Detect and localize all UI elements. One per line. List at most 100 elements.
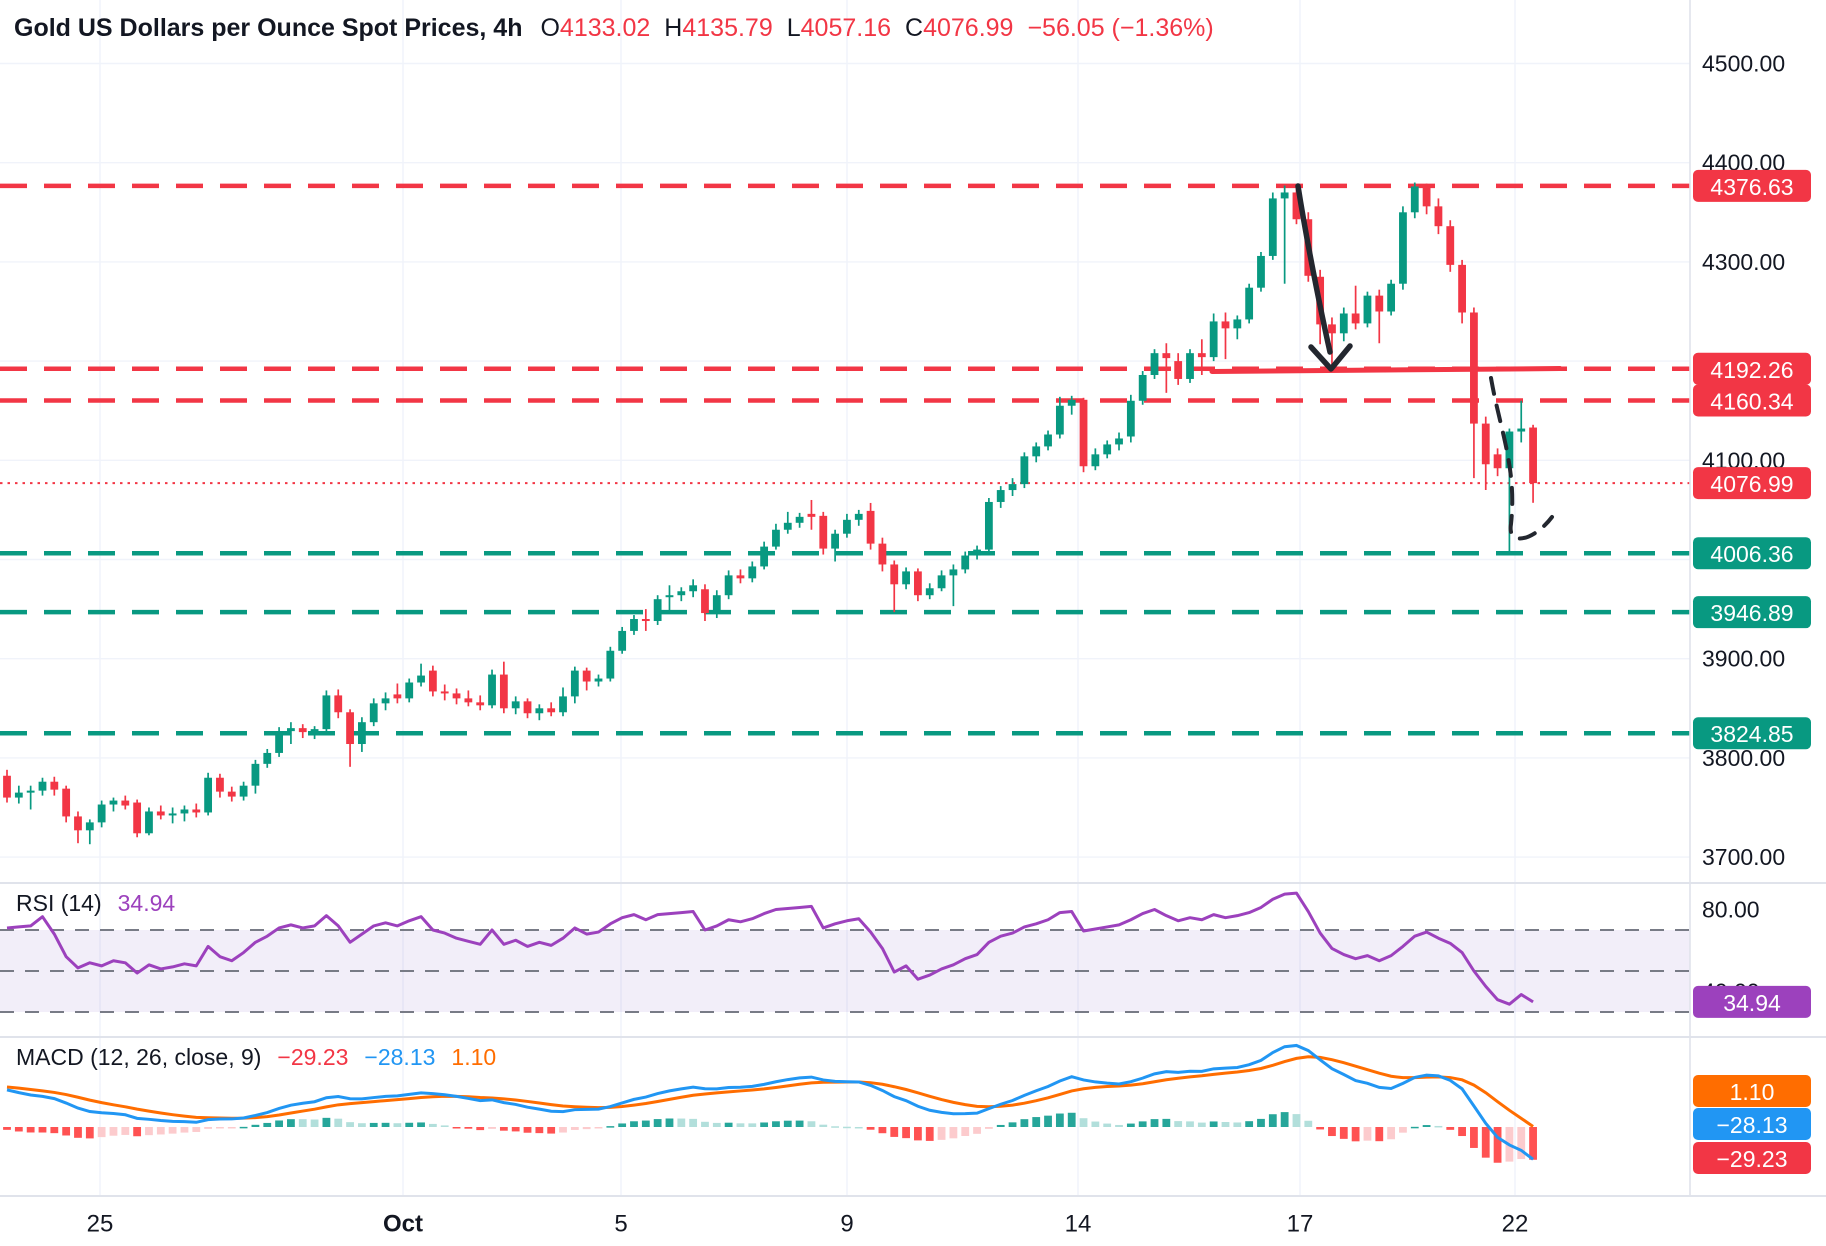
candle-body	[1328, 324, 1336, 334]
candle-body	[275, 731, 283, 753]
macd-histogram-bar	[1008, 1122, 1017, 1127]
macd-histogram-bar	[1493, 1127, 1502, 1163]
macd-histogram-bar	[1422, 1125, 1431, 1127]
candle-body	[1399, 212, 1407, 284]
candle-body	[689, 585, 698, 592]
macd-histogram-bar	[1245, 1121, 1254, 1127]
candle-body	[109, 800, 118, 805]
candle-body	[180, 809, 189, 814]
macd-histogram-bar	[3, 1127, 11, 1130]
macd-histogram-bar	[712, 1122, 721, 1127]
macd-histogram-bar	[1221, 1122, 1230, 1127]
macd-histogram-bar	[1399, 1127, 1407, 1133]
candle-body	[1079, 399, 1088, 467]
candle-body	[405, 682, 414, 699]
candle-body	[511, 701, 520, 709]
price-level-badge	[1693, 537, 1811, 570]
time-axis[interactable]: 25 Oct 5 9 14 17 22	[87, 1211, 1529, 1238]
macd-histogram-bar	[1020, 1119, 1029, 1127]
candle-body	[1138, 374, 1147, 401]
macd-histogram-bar	[760, 1122, 769, 1127]
close-value: 4076.99	[923, 14, 1014, 42]
price-level-badge-text: 3946.89	[1710, 600, 1793, 626]
macd-signal-line	[6, 1055, 1534, 1128]
macd-histogram-bar	[606, 1126, 615, 1128]
macd-histogram-bar	[653, 1119, 662, 1127]
macd-histogram-bar	[168, 1127, 177, 1134]
price-level-badge	[1693, 717, 1811, 750]
macd-histogram-bar	[1481, 1127, 1490, 1158]
candle-body	[1339, 313, 1348, 334]
candle-body	[914, 571, 922, 596]
change-value: −56.05 (−1.36%)	[1027, 14, 1214, 42]
macd-histogram-bar	[156, 1127, 165, 1135]
candle-body	[1032, 446, 1041, 457]
candle-body	[523, 701, 532, 714]
candle-body	[1458, 264, 1466, 313]
macd-histogram-bar	[535, 1127, 544, 1134]
price-level-badge-text: 4192.26	[1710, 357, 1793, 383]
candle-body	[1044, 434, 1052, 447]
macd-histogram-bar	[405, 1122, 414, 1127]
candle-body	[227, 791, 236, 797]
price-axis[interactable]: 4500.004400.004300.004100.003900.003800.…	[1693, 51, 1811, 1175]
candle-body	[795, 516, 804, 523]
macd-histogram-bar	[594, 1127, 603, 1129]
macd-line	[6, 1043, 1534, 1161]
macd-histogram-bar	[1103, 1123, 1112, 1127]
macd-histogram-bar	[1316, 1127, 1325, 1130]
current-price-badge	[1693, 467, 1811, 500]
candle-body	[74, 816, 82, 831]
candle-body	[346, 712, 354, 745]
candle-body	[381, 698, 390, 704]
macd-histogram-bar	[369, 1122, 378, 1127]
macd-histogram-bar	[121, 1127, 130, 1135]
macd-histogram-bar	[1138, 1121, 1147, 1127]
candle-body	[358, 722, 366, 745]
candle-body	[641, 619, 650, 622]
candle-body	[1245, 287, 1254, 320]
candle-body	[712, 595, 721, 614]
candle-body	[334, 695, 343, 713]
macd-histogram-bar	[476, 1127, 485, 1131]
macd-legend[interactable]: MACD (12, 26, close, 9) −29.23 −28.13 1.…	[16, 1044, 496, 1071]
macd-histogram-bar	[665, 1118, 674, 1127]
candle-body	[168, 813, 177, 816]
candle-body	[1162, 353, 1171, 359]
candle-body	[1422, 186, 1431, 207]
candle-body	[145, 811, 153, 834]
macd-histogram-bar	[1292, 1114, 1301, 1127]
macd-label: MACD (12, 26, close, 9)	[16, 1044, 262, 1070]
macd-histogram-bar	[1304, 1120, 1313, 1127]
candle-body	[559, 696, 567, 713]
macd-histogram-bar	[428, 1123, 437, 1127]
macd-histogram-bar	[62, 1127, 71, 1136]
rsi-legend[interactable]: RSI (14) 34.94	[16, 890, 175, 917]
macd-histogram-bar	[97, 1127, 106, 1138]
macd-histogram-bar	[570, 1127, 579, 1130]
macd-histogram-bar	[748, 1123, 757, 1127]
candle-body	[1280, 192, 1289, 199]
macd-histogram-bar	[783, 1120, 792, 1127]
candle-body	[547, 708, 556, 713]
candle-body	[1363, 295, 1372, 324]
candle-body	[488, 674, 496, 706]
high-value: 4135.79	[682, 14, 773, 42]
macd-histogram-bar	[1055, 1113, 1064, 1127]
macd-histogram-bar	[1470, 1127, 1478, 1148]
candle-body	[1446, 226, 1455, 265]
macd-histogram-bar	[1434, 1125, 1443, 1128]
candle-body	[1529, 427, 1537, 484]
candle-body	[192, 809, 201, 813]
candle-body	[772, 529, 780, 547]
candle-body	[582, 670, 591, 682]
symbol-title-row: Gold US Dollars per Ounce Spot Prices, 4…	[14, 14, 1214, 43]
candle-body	[3, 775, 11, 798]
candle-body	[949, 569, 958, 576]
macd-histogram-bar	[358, 1123, 366, 1127]
macd-histogram-bar	[145, 1127, 153, 1136]
macd-histogram-bar	[937, 1127, 946, 1140]
rsi-value-badge-text: 34.94	[1723, 990, 1781, 1016]
macd-histogram-bar	[1351, 1127, 1360, 1142]
